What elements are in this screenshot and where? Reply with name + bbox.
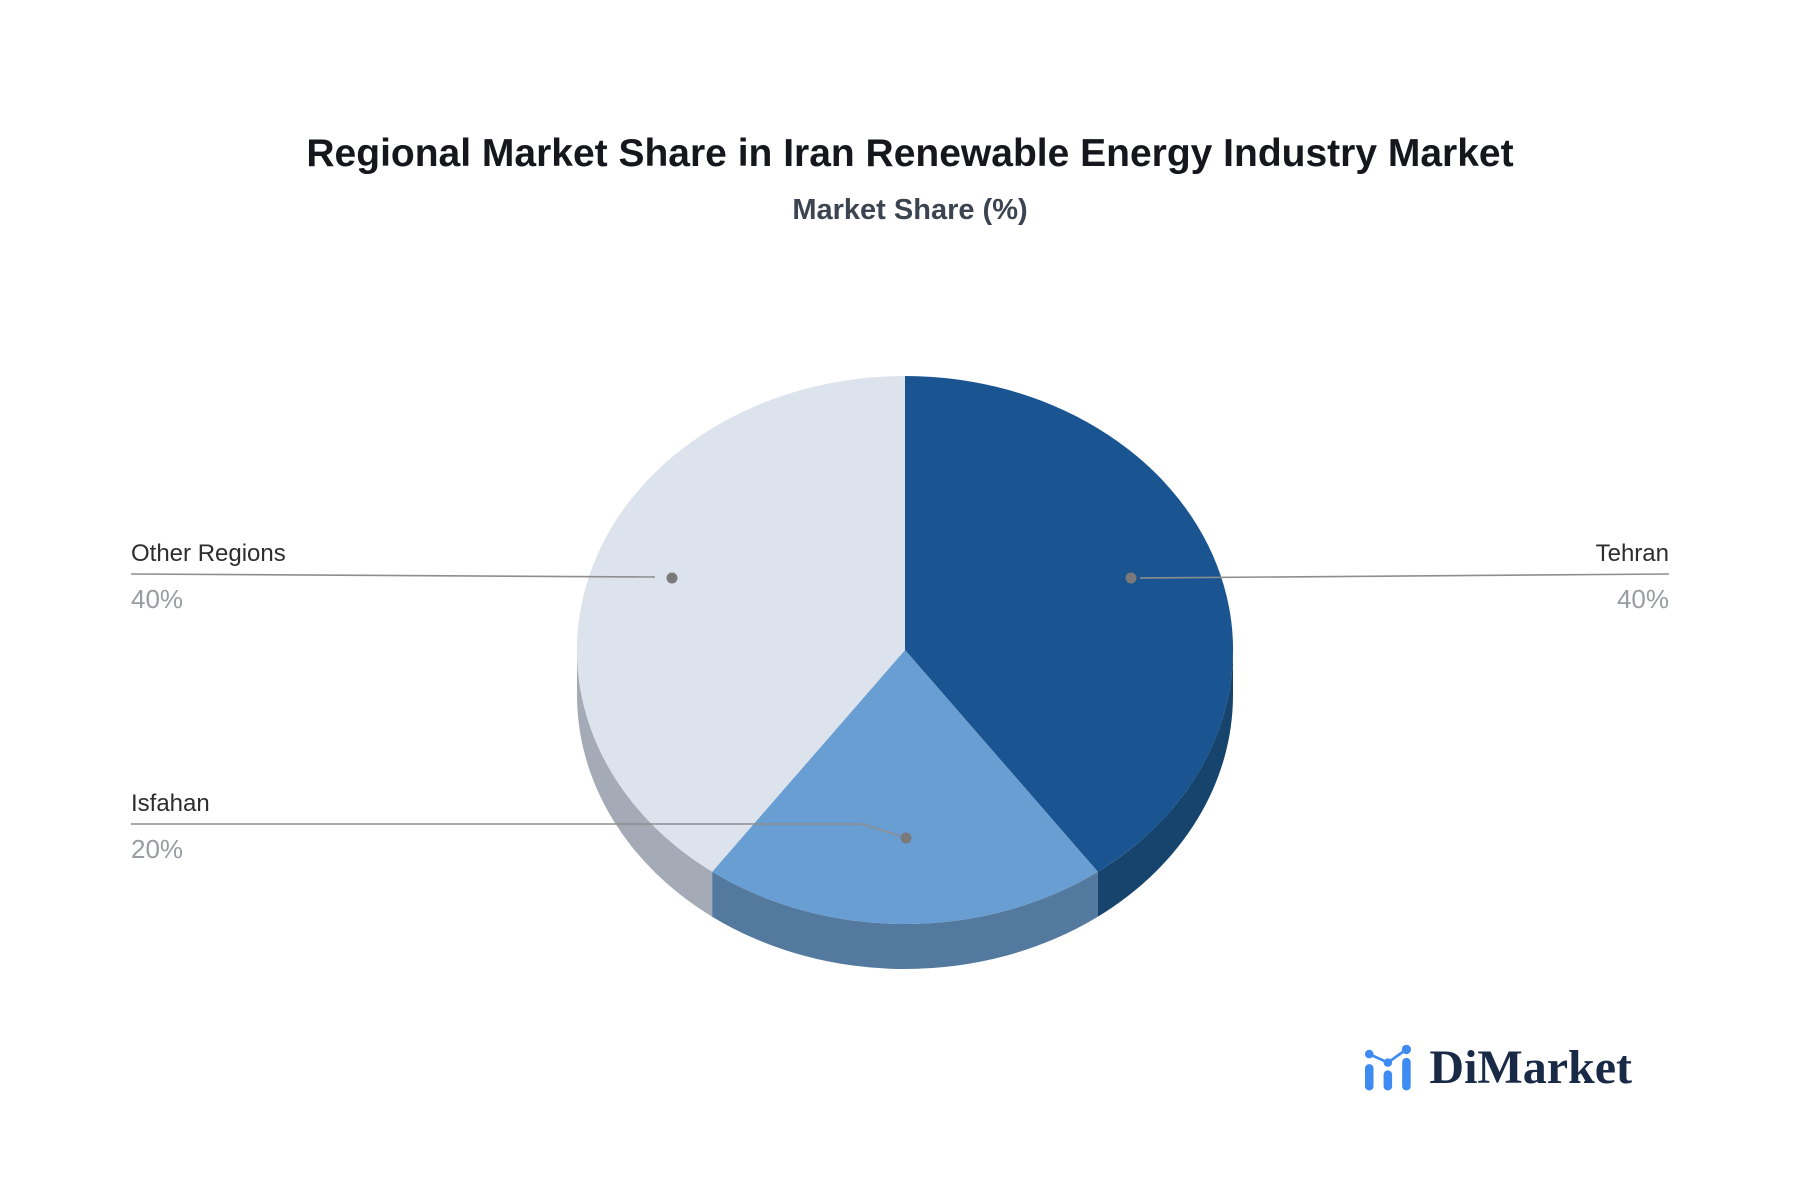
label-tehran-name: Tehran: [1595, 540, 1669, 567]
label-isfahan-name: Isfahan: [131, 790, 210, 817]
pie-side-other-regions: [577, 650, 713, 917]
pie-side-tehran: [1097, 650, 1233, 917]
pie-side-isfahan: [712, 871, 1098, 970]
label-other-regions-name: Other Regions: [131, 540, 286, 567]
label-other-regions-pct: 40%: [131, 584, 184, 614]
callout-dot-tehran: [1125, 572, 1137, 584]
label-isfahan-pct: 20%: [131, 834, 184, 864]
label-isfahan: Isfahan 20%: [131, 790, 210, 865]
pie-slice-isfahan[interactable]: [712, 650, 1098, 925]
callout-line-tehran: [1139, 573, 1670, 579]
callout-dot-isfahan: [900, 832, 912, 844]
brand-name: DiMarket: [1429, 1041, 1632, 1094]
label-other-regions: Other Regions 40%: [131, 540, 286, 615]
chart-subtitle: Market Share (%): [792, 194, 1028, 226]
label-tehran: Tehran 40%: [1596, 540, 1669, 615]
chart-title: Regional Market Share in Iran Renewable …: [306, 132, 1514, 175]
callout-line-isfahan: [131, 823, 901, 837]
pie-slice-other-regions[interactable]: [576, 376, 905, 872]
pie-slice-tehran[interactable]: [905, 376, 1234, 872]
brand-logo: DiMarket: [1365, 1040, 1632, 1096]
callout-dot-other-regions: [666, 572, 678, 584]
label-tehran-pct: 40%: [1616, 584, 1669, 614]
callout-line-other-regions: [130, 573, 656, 578]
bar-chart-logo-icon: [1365, 1044, 1412, 1091]
